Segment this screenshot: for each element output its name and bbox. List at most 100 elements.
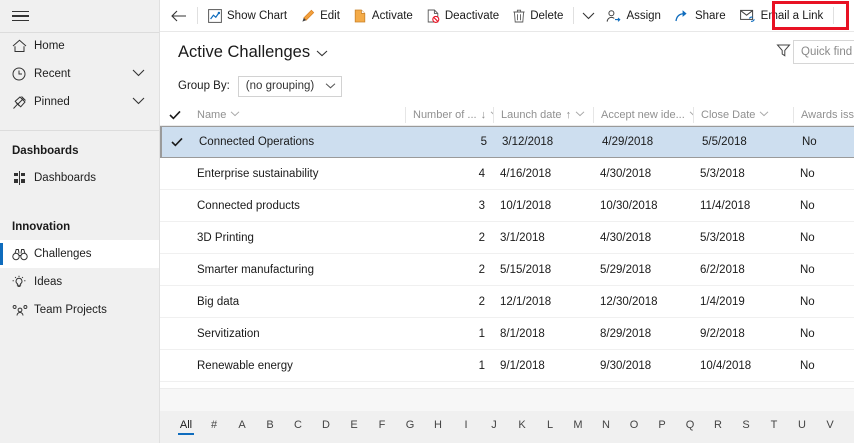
sidebar-item-label: Pinned [34, 96, 70, 108]
alpha-index-g[interactable]: G [405, 419, 415, 431]
alpha-index-o[interactable]: O [629, 419, 639, 431]
table-row[interactable]: Smarter manufacturing 2 5/15/2018 5/29/2018… [160, 254, 854, 286]
cell-name: Servitization [197, 327, 260, 340]
chevron-down-icon[interactable] [759, 109, 769, 120]
cell-accept-new-ideas: 9/30/2018 [600, 359, 652, 372]
filter-icon[interactable] [776, 43, 791, 63]
alpha-index-q[interactable]: Q [685, 419, 695, 431]
sidebar-item-home[interactable]: Home [0, 32, 159, 60]
share-button[interactable]: Share [668, 0, 733, 32]
row-checkbox[interactable] [162, 137, 192, 147]
email-a-link-button[interactable]: Email a Link [733, 0, 831, 32]
alpha-index-c[interactable]: C [294, 419, 302, 431]
data-grid: Name Number of ... ↓ Launch date ↑ [160, 104, 854, 382]
delete-button[interactable]: Delete [506, 0, 570, 32]
group-by-select[interactable]: (no grouping) [237, 75, 342, 97]
alpha-index-a[interactable]: A [238, 419, 246, 431]
trash-icon [513, 9, 525, 23]
column-header-launch-date[interactable]: Launch date ↑ [493, 106, 593, 123]
alpha-index-hash[interactable]: # [210, 419, 218, 431]
view-selector[interactable]: Active Challenges [178, 43, 328, 62]
deactivate-button[interactable]: Deactivate [420, 0, 506, 32]
cell-awards-issued: No [800, 327, 815, 340]
button-label: Assign [626, 9, 661, 22]
chevron-down-icon[interactable] [689, 109, 693, 120]
sidebar-item-pinned[interactable]: Pinned [0, 88, 159, 116]
alpha-index-v[interactable]: V [826, 419, 834, 431]
column-header-awards-issued[interactable]: Awards issued? [793, 106, 854, 123]
chevron-down-icon[interactable] [132, 68, 145, 80]
sidebar-item-team-projects[interactable]: Team Projects [0, 296, 159, 324]
sidebar-item-challenges[interactable]: Challenges [0, 240, 159, 268]
back-arrow-icon[interactable] [164, 0, 194, 32]
select-all-checkbox[interactable] [160, 110, 190, 120]
search-input[interactable] [793, 40, 854, 64]
column-header-close-date[interactable]: Close Date [693, 106, 793, 123]
cell-awards-issued: No [800, 295, 815, 308]
cell-accept-new-ideas: 4/30/2018 [600, 231, 652, 244]
cell-accept-new-ideas: 8/29/2018 [600, 327, 652, 340]
alpha-index-d[interactable]: D [322, 419, 330, 431]
chevron-down-icon[interactable] [575, 109, 585, 120]
grid-footer [160, 388, 854, 411]
cell-awards-issued: No [800, 359, 815, 372]
view-header: Active Challenges [160, 32, 854, 72]
cell-close-date: 10/4/2018 [700, 359, 752, 372]
table-row[interactable]: Enterprise sustainability 4 4/16/2018 4/30/… [160, 158, 854, 190]
column-header-name[interactable]: Name [190, 107, 405, 123]
alpha-index-m[interactable]: M [573, 419, 583, 431]
show-chart-button[interactable]: Show Chart [201, 0, 294, 32]
alpha-index-l[interactable]: L [546, 419, 554, 431]
alpha-index-f[interactable]: F [378, 419, 386, 431]
column-header-accept-new-ideas[interactable]: Accept new ide... [593, 106, 693, 123]
alpha-index-i[interactable]: I [464, 419, 468, 431]
sidebar-item-recent[interactable]: Recent [0, 60, 159, 88]
chevron-down-icon[interactable] [316, 48, 328, 60]
chevron-down-icon[interactable] [230, 109, 240, 120]
column-label: Accept new ide... [601, 108, 685, 121]
alpha-index-j[interactable]: J [491, 419, 497, 431]
table-row[interactable]: Servitization 1 8/1/2018 8/29/2018 9/2/2018 N… [160, 318, 854, 350]
table-row[interactable]: 3D Printing 2 3/1/2018 4/30/2018 5/3/2018 No [160, 222, 854, 254]
alpha-index-k[interactable]: K [518, 419, 526, 431]
table-row[interactable]: Connected products 3 10/1/2018 10/30/2018 11… [160, 190, 854, 222]
chevron-down-icon[interactable] [490, 109, 493, 120]
alpha-index-s[interactable]: S [742, 419, 750, 431]
cell-close-date: 5/3/2018 [700, 231, 745, 244]
alpha-index-n[interactable]: N [602, 419, 610, 431]
activate-button[interactable]: Activate [347, 0, 420, 32]
alpha-index-u[interactable]: U [798, 419, 806, 431]
cell-name: Enterprise sustainability [197, 167, 319, 180]
alpha-index-p[interactable]: P [658, 419, 666, 431]
alpha-index-e[interactable]: E [350, 419, 358, 431]
cell-number-of: 1 [478, 327, 485, 340]
divider [197, 7, 198, 24]
cell-number-of: 2 [478, 263, 485, 276]
home-icon [12, 39, 34, 53]
alpha-index-h[interactable]: H [434, 419, 442, 431]
alpha-index-r[interactable]: R [714, 419, 722, 431]
overflow-chevron-down-icon[interactable] [577, 0, 599, 32]
document-activate-icon [354, 9, 367, 23]
hamburger-menu-icon[interactable] [0, 0, 159, 32]
alpha-index-all[interactable]: All [172, 419, 200, 435]
alpha-index-b[interactable]: B [266, 419, 274, 431]
cell-number-of: 3 [478, 199, 485, 212]
edit-button[interactable]: Edit [294, 0, 347, 32]
cell-launch-date: 8/1/2018 [500, 327, 545, 340]
column-header-number-of[interactable]: Number of ... ↓ [405, 106, 493, 123]
button-label: Activate [371, 9, 413, 22]
assign-button[interactable]: Assign [599, 0, 668, 32]
chevron-down-icon[interactable] [132, 96, 145, 108]
sidebar-item-dashboards[interactable]: Dashboards [0, 164, 159, 192]
assign-person-icon [606, 9, 621, 23]
divider [573, 7, 575, 24]
sidebar-item-ideas[interactable]: Ideas [0, 268, 159, 296]
table-row[interactable]: Connected Operations 5 3/12/2018 4/29/2018 5… [160, 126, 854, 158]
table-row[interactable]: Big data 2 12/1/2018 12/30/2018 1/4/2019 No [160, 286, 854, 318]
table-row[interactable]: Renewable energy 1 9/1/2018 9/30/2018 10/4/2… [160, 350, 854, 382]
cell-close-date: 1/4/2019 [700, 295, 745, 308]
alpha-index-t[interactable]: T [770, 419, 778, 431]
share-icon [675, 9, 690, 22]
